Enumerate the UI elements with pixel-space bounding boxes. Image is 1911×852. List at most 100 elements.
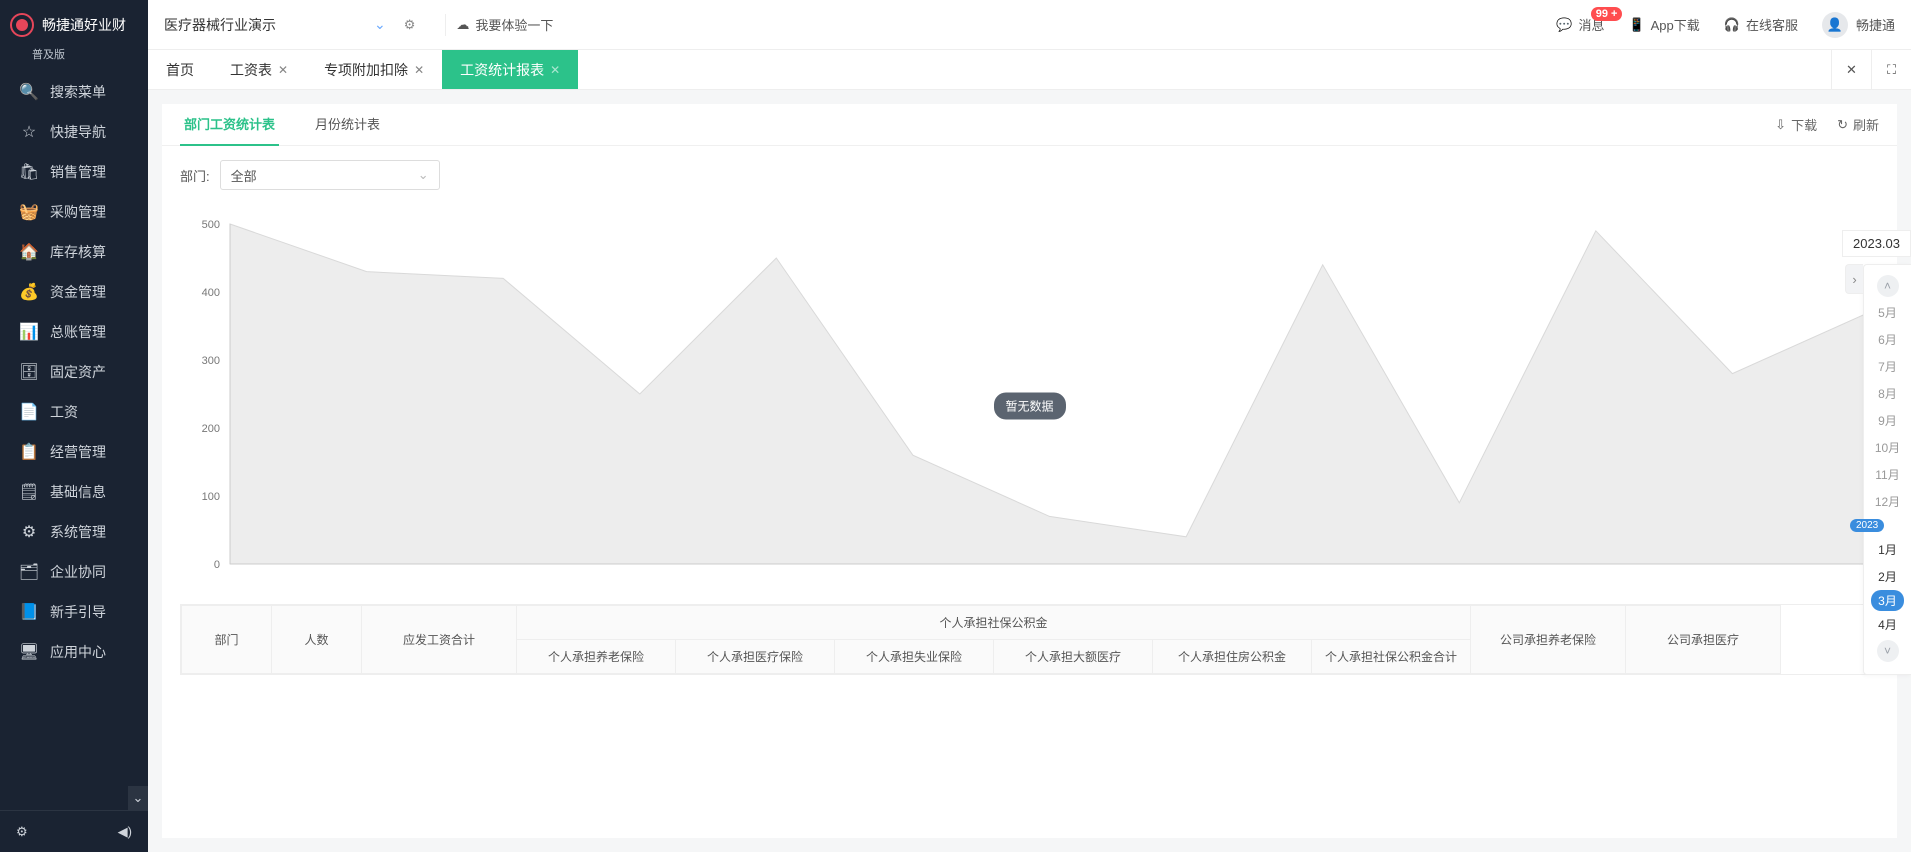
page-tabs: 首页工资表✕专项附加扣除✕工资统计报表✕ ✕ ⛶	[148, 50, 1911, 90]
sidebar-item-10[interactable]: 🗒 基础信息	[0, 472, 148, 512]
sidebar-menu: 🔍搜索菜单☆快捷导航🛍销售管理🧺采购管理🏠库存核算💰资金管理 📊 总账管理 🗄固定资产…	[0, 62, 148, 810]
settings-icon[interactable]: ⚙	[16, 824, 28, 840]
rail-month[interactable]: 5月	[1878, 299, 1897, 326]
fullscreen-icon[interactable]: ⛶	[1871, 50, 1911, 90]
sidebar-item-13[interactable]: 📘新手引导	[0, 592, 148, 632]
current-period-badge: 2023.03	[1842, 230, 1911, 257]
sidebar-item-5[interactable]: 💰资金管理	[0, 272, 148, 312]
chat-icon: 💬	[1556, 17, 1572, 33]
try-demo-link[interactable]: ☁ 我要体验一下	[456, 15, 553, 34]
close-icon[interactable]: ✕	[550, 63, 560, 77]
collapse-sidebar-icon[interactable]: ◀)	[118, 824, 132, 840]
sidebar-item-2[interactable]: 🛍销售管理	[0, 152, 148, 192]
sidebar-item-label: 资金管理	[50, 282, 106, 302]
rail-month[interactable]: 3月	[1871, 590, 1904, 611]
rail-month[interactable]: 9月	[1878, 407, 1897, 434]
svg-text:300: 300	[202, 355, 220, 367]
sidebar-item-9[interactable]: 📋经营管理	[0, 432, 148, 472]
sidebar-item-8[interactable]: 📄 工资	[0, 392, 148, 432]
col-header: 公司承担养老保险	[1471, 606, 1626, 674]
col-header: 个人承担失业保险	[835, 640, 994, 674]
rail-month[interactable]: 10月	[1875, 434, 1900, 461]
sidebar-scroll-down-icon[interactable]: ⌄	[128, 786, 148, 810]
time-rail-toggle-icon[interactable]: ›	[1845, 264, 1863, 294]
download-icon: ⇩	[1775, 117, 1786, 133]
sidebar-item-11[interactable]: ⚙系统管理	[0, 512, 148, 552]
svg-text:500: 500	[202, 219, 220, 231]
headset-icon: 🎧	[1724, 17, 1740, 33]
col-header: 应发工资合计	[362, 606, 517, 674]
user-name: 畅捷通	[1856, 15, 1895, 34]
user-menu[interactable]: 👤 畅捷通	[1822, 12, 1895, 38]
customer-service-link[interactable]: 🎧 在线客服	[1724, 15, 1798, 34]
rail-month[interactable]: 7月	[1878, 353, 1897, 380]
tab-label: 工资表	[230, 60, 272, 80]
col-header: 部门	[182, 606, 272, 674]
content-area: 部门工资统计表月份统计表 ⇩ 下载 ↻ 刷新 部门: 全部 ⌄ 01002003…	[148, 90, 1911, 852]
sidebar-item-label: 快捷导航	[50, 122, 106, 142]
sidebar-item-label: 搜索菜单	[50, 82, 106, 102]
rail-down-icon[interactable]: ˅	[1877, 640, 1899, 662]
sidebar-icon: 📊	[20, 323, 38, 341]
tab-1[interactable]: 工资表 ✕	[212, 50, 306, 89]
sidebar-item-label: 总账管理	[50, 322, 106, 342]
sidebar-icon: ⚙	[20, 523, 38, 541]
sidebar-item-7[interactable]: 🗄固定资产	[0, 352, 148, 392]
app-download-link[interactable]: 📱 App下载	[1628, 15, 1699, 34]
sub-tab-0[interactable]: 部门工资统计表	[180, 104, 279, 146]
sidebar-item-label: 企业协同	[50, 562, 106, 582]
org-settings-icon[interactable]: ⚙	[404, 17, 416, 33]
close-icon[interactable]: ✕	[414, 63, 424, 77]
col-header: 人数	[272, 606, 362, 674]
sub-tab-1[interactable]: 月份统计表	[311, 104, 384, 146]
close-icon[interactable]: ✕	[278, 63, 288, 77]
close-all-tabs-icon[interactable]: ✕	[1831, 50, 1871, 90]
sidebar-item-label: 基础信息	[50, 482, 106, 502]
topbar: 医疗器械行业演示 ⌄ ⚙ ☁ 我要体验一下 💬 消息 99 + 📱 App下载 …	[148, 0, 1911, 50]
sidebar-item-4[interactable]: 🏠库存核算	[0, 232, 148, 272]
sidebar-item-12[interactable]: 🗂企业协同	[0, 552, 148, 592]
rail-month[interactable]: 8月	[1878, 380, 1897, 407]
rail-up-icon[interactable]: ˄	[1877, 275, 1899, 297]
table-wrap[interactable]: 部门人数应发工资合计个人承担社保公积金公司承担养老保险公司承担医疗个人承担养老保…	[180, 604, 1879, 675]
sidebar-icon: 📄	[20, 403, 38, 421]
department-select[interactable]: 全部 ⌄	[220, 160, 440, 190]
tab-label: 专项附加扣除	[324, 60, 408, 80]
sidebar-icon: 🗒	[20, 483, 38, 501]
sidebar-icon: 📘	[20, 603, 38, 621]
tab-0[interactable]: 首页	[148, 50, 212, 89]
sidebar-icon: 📋	[20, 443, 38, 461]
col-header: 个人承担住房公积金	[1153, 640, 1312, 674]
rail-month[interactable]: 12月	[1875, 488, 1900, 515]
col-header: 个人承担社保公积金合计	[1312, 640, 1471, 674]
messages-link[interactable]: 💬 消息 99 +	[1556, 15, 1604, 34]
download-label: 下载	[1791, 115, 1817, 134]
department-value: 全部	[231, 166, 257, 185]
divider	[445, 14, 446, 36]
sidebar-item-14[interactable]: 🖥应用中心	[0, 632, 148, 672]
svg-text:400: 400	[202, 287, 220, 299]
svg-text:100: 100	[202, 491, 220, 503]
org-selector[interactable]: 医疗器械行业演示 ⌄	[164, 15, 386, 35]
col-header: 个人承担大额医疗	[994, 640, 1153, 674]
sidebar-item-1[interactable]: ☆快捷导航	[0, 112, 148, 152]
rail-month[interactable]: 4月	[1878, 611, 1897, 638]
sidebar-icon: 🗄	[20, 363, 38, 381]
sidebar-item-3[interactable]: 🧺采购管理	[0, 192, 148, 232]
sidebar-item-0[interactable]: 🔍搜索菜单	[0, 72, 148, 112]
brand-logo-icon	[10, 13, 34, 37]
rail-month[interactable]: 11月	[1875, 461, 1899, 488]
rail-month[interactable]: 2月	[1878, 563, 1897, 590]
chevron-down-icon: ⌄	[418, 167, 429, 183]
sidebar-item-6[interactable]: 📊 总账管理	[0, 312, 148, 352]
rail-month[interactable]: 6月	[1878, 326, 1897, 353]
refresh-button[interactable]: ↻ 刷新	[1837, 115, 1879, 134]
download-button[interactable]: ⇩ 下载	[1775, 115, 1817, 134]
tab-2[interactable]: 专项附加扣除 ✕	[306, 50, 442, 89]
no-data-badge: 暂无数据	[993, 393, 1065, 420]
sidebar-item-label: 工资	[50, 402, 78, 422]
sidebar-icon: 🖥	[20, 643, 38, 661]
tab-3[interactable]: 工资统计报表✕	[442, 50, 578, 89]
filter-row: 部门: 全部 ⌄	[162, 146, 1897, 204]
rail-month[interactable]: 1月	[1878, 536, 1897, 563]
